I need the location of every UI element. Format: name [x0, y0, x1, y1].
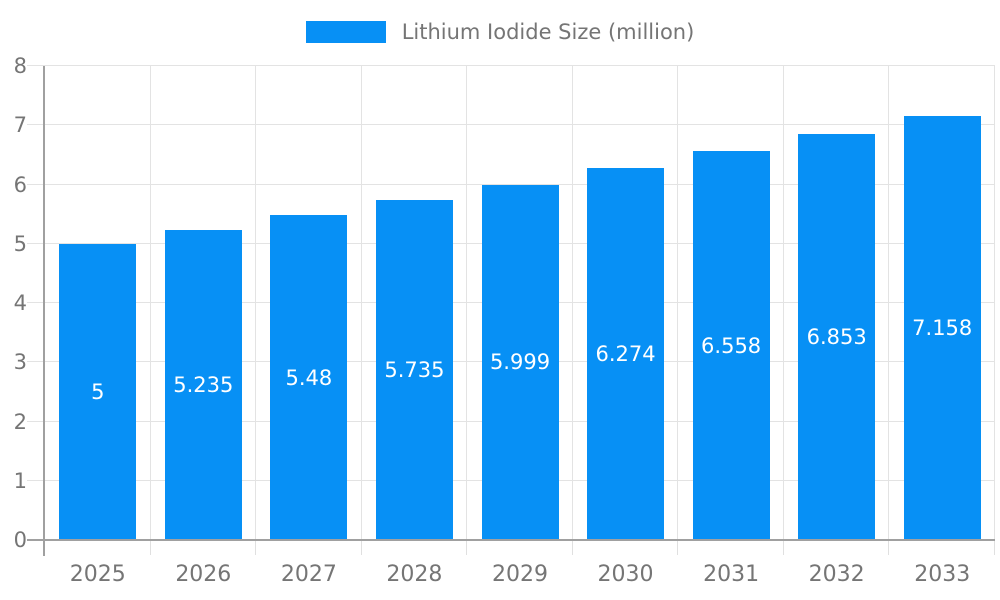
x-gridline — [994, 66, 995, 540]
bar[interactable] — [59, 243, 137, 540]
y-axis-tick — [27, 65, 45, 66]
bar-value-label: 7.158 — [912, 315, 973, 340]
y-tick-label: 6 — [13, 172, 27, 197]
legend-label: Lithium Iodide Size (million) — [401, 20, 695, 44]
x-axis-tick — [677, 540, 679, 555]
y-tick-label: 1 — [13, 468, 27, 493]
x-axis-tick — [149, 540, 151, 555]
y-tick-label: 8 — [13, 54, 27, 78]
x-axis-tick — [360, 540, 362, 555]
bar[interactable] — [375, 200, 453, 540]
x-gridline — [571, 66, 573, 540]
x-axis-tick — [782, 540, 784, 555]
bar[interactable] — [270, 215, 348, 540]
bar-value-label: 6.274 — [595, 342, 656, 367]
bar[interactable] — [587, 168, 665, 540]
y-axis-tick — [27, 420, 45, 422]
bar-value-label: 5.735 — [384, 358, 445, 383]
x-axis-tick — [255, 540, 257, 555]
x-gridline — [782, 66, 784, 540]
y-gridline — [45, 183, 995, 185]
y-axis-tick — [27, 242, 45, 244]
y-axis-tick — [27, 124, 45, 126]
x-tick-label: 2028 — [386, 562, 443, 587]
x-axis-tick — [888, 540, 890, 555]
x-gridline — [466, 66, 468, 540]
x-gridline — [677, 66, 679, 540]
bar-value-label: 6.558 — [701, 333, 762, 358]
bar-value-label: 5 — [91, 379, 105, 404]
bar[interactable] — [798, 133, 876, 540]
y-tick-label: 2 — [13, 409, 27, 434]
bar[interactable] — [164, 229, 242, 540]
y-axis-tick — [27, 183, 45, 185]
x-axis-tick — [571, 540, 573, 555]
bar[interactable] — [692, 151, 770, 540]
x-tick-label: 2025 — [69, 562, 126, 587]
legend-swatch — [305, 21, 386, 43]
y-tick-label: 3 — [13, 350, 27, 375]
y-tick-label: 0 — [13, 528, 27, 552]
x-gridline — [360, 66, 362, 540]
x-tick-label: 2033 — [914, 562, 971, 587]
bar-value-label: 5.235 — [173, 372, 234, 397]
y-axis-tick — [27, 361, 45, 363]
x-gridline — [255, 66, 257, 540]
bar[interactable] — [481, 184, 559, 540]
bar-value-label: 5.48 — [285, 365, 333, 390]
x-tick-label: 2032 — [808, 562, 865, 587]
x-axis-tick — [466, 540, 468, 555]
x-tick-label: 2027 — [280, 562, 337, 587]
bar-value-label: 5.999 — [489, 350, 551, 375]
y-tick-label: 7 — [13, 113, 27, 138]
x-tick-label: 2031 — [703, 562, 760, 587]
legend-item[interactable]: Lithium Iodide Size (million) — [0, 21, 1000, 43]
x-gridline — [888, 66, 890, 540]
y-gridline — [45, 65, 995, 66]
x-tick-label: 2029 — [491, 562, 548, 587]
x-tick-label: 2026 — [175, 562, 232, 587]
x-axis-tick — [994, 540, 995, 555]
x-axis-line — [27, 539, 995, 541]
y-tick-label: 5 — [13, 231, 27, 256]
y-axis-line — [43, 66, 45, 556]
x-gridline — [149, 66, 151, 540]
x-tick-label: 2030 — [597, 562, 654, 587]
bar[interactable] — [903, 115, 981, 540]
y-axis-tick — [27, 479, 45, 481]
bar-value-label: 6.853 — [806, 324, 867, 349]
y-gridline — [45, 124, 995, 126]
y-tick-label: 4 — [13, 291, 27, 315]
y-axis-tick — [27, 302, 45, 303]
